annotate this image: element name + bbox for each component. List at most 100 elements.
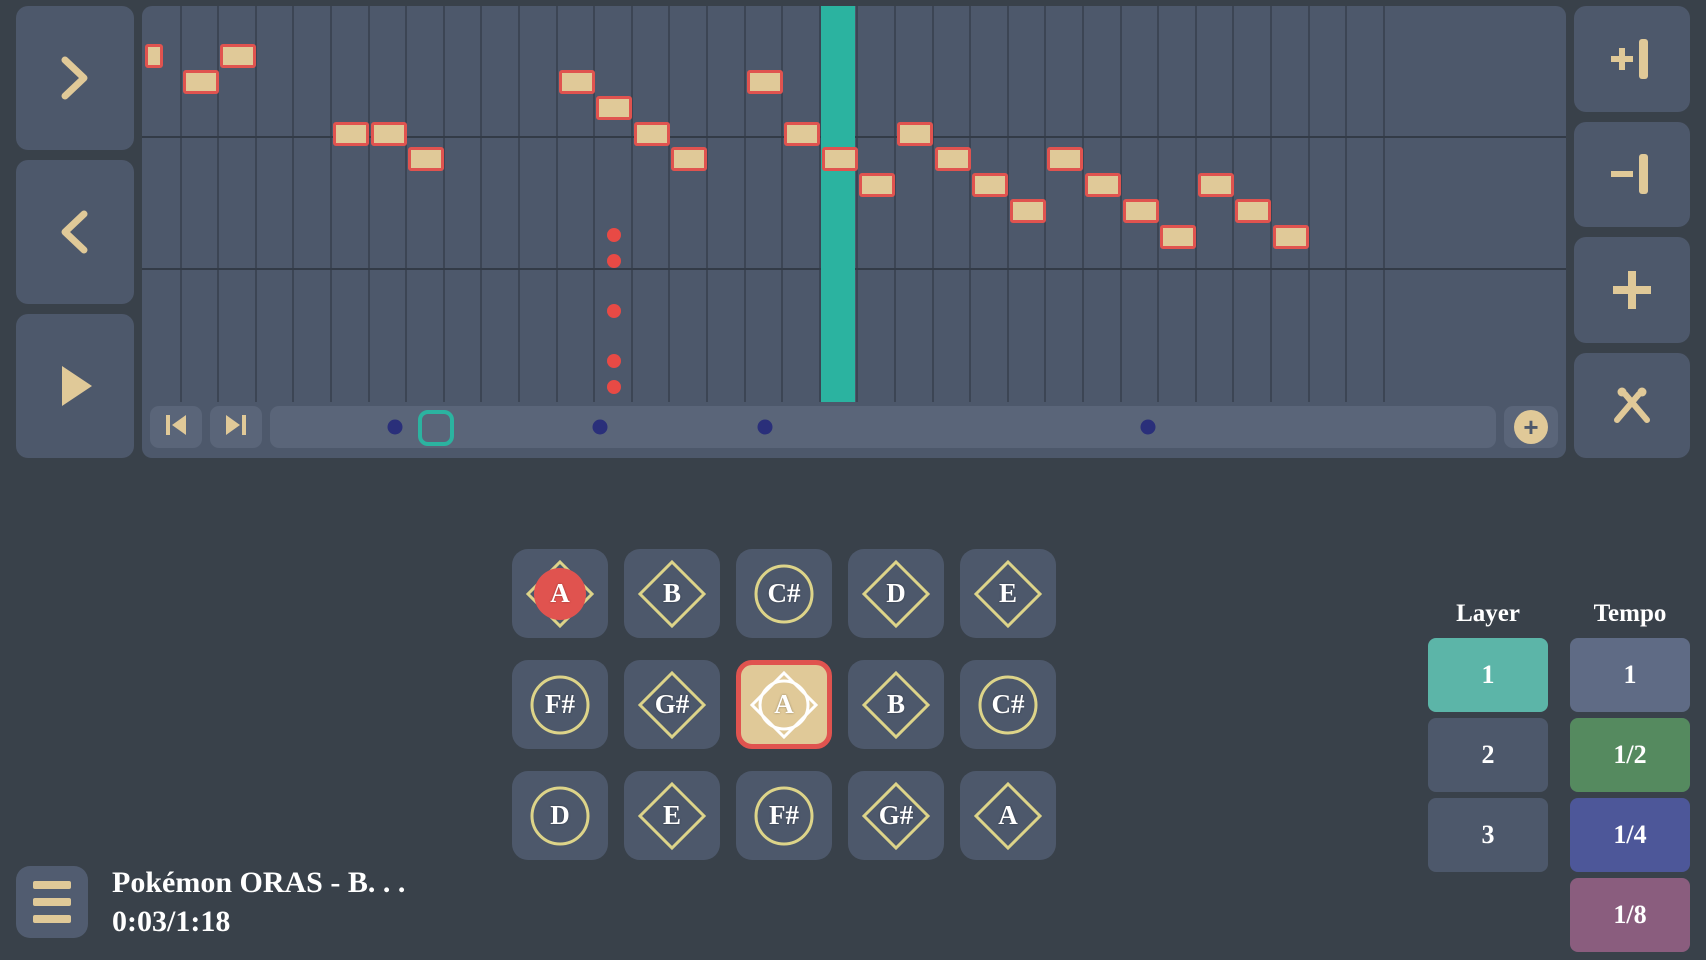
tempo-option-label: 1/8 bbox=[1613, 900, 1647, 929]
timeline-scrubber[interactable] bbox=[270, 406, 1496, 448]
grid-column-line bbox=[330, 6, 332, 402]
grid-dot[interactable] bbox=[607, 354, 622, 368]
pad-label: G# bbox=[878, 800, 914, 830]
note-pad-gsharp-6[interactable]: G# bbox=[624, 660, 720, 749]
note-pad-a-0[interactable]: A bbox=[512, 549, 608, 638]
timeline-marker[interactable] bbox=[1140, 419, 1156, 435]
diamond-icon bbox=[861, 559, 931, 628]
grid-note[interactable] bbox=[972, 173, 1009, 197]
layer-option-3[interactable]: 3 bbox=[1428, 798, 1548, 872]
note-pad-gsharp-13[interactable]: G# bbox=[848, 771, 944, 860]
note-grid[interactable] bbox=[142, 6, 1566, 402]
skip-to-start-button[interactable] bbox=[150, 406, 202, 448]
note-pad-d-10[interactable]: D bbox=[512, 771, 608, 860]
grid-note[interactable] bbox=[1009, 199, 1046, 223]
footer-bar: Pokémon ORAS - B. . . 0:03/1:18 bbox=[16, 863, 405, 942]
grid-note[interactable] bbox=[1047, 147, 1084, 171]
tempo-column: Tempo 1 1/2 1/4 1/8 bbox=[1570, 600, 1690, 958]
pad-label: B bbox=[886, 689, 905, 719]
grid-note[interactable] bbox=[821, 147, 858, 171]
note-pad-csharp-2[interactable]: C# bbox=[736, 549, 832, 638]
grid-dot[interactable] bbox=[607, 254, 622, 268]
grid-note[interactable] bbox=[408, 147, 445, 171]
grid-note[interactable] bbox=[1273, 225, 1309, 249]
grid-note[interactable] bbox=[333, 122, 369, 146]
grid-note[interactable] bbox=[1197, 173, 1234, 197]
layer-option-label: 3 bbox=[1481, 820, 1495, 849]
note-pad-fsharp-12[interactable]: F# bbox=[736, 771, 832, 860]
grid-dot[interactable] bbox=[607, 380, 622, 394]
skip-back-icon bbox=[162, 411, 190, 444]
grid-note[interactable] bbox=[220, 44, 257, 68]
layer-option-2[interactable]: 2 bbox=[1428, 718, 1548, 792]
add-bar-button[interactable] bbox=[1574, 6, 1690, 112]
remove-bar-button[interactable] bbox=[1574, 121, 1690, 227]
grid-note[interactable] bbox=[633, 122, 670, 146]
add-section-button[interactable]: + bbox=[1504, 406, 1558, 448]
skip-to-end-button[interactable] bbox=[210, 406, 262, 448]
tempo-option-1-2[interactable]: 1/2 bbox=[1570, 718, 1690, 792]
timeline-cursor[interactable] bbox=[418, 410, 454, 446]
scroll-left-button[interactable] bbox=[16, 160, 134, 304]
pad-label: E bbox=[662, 800, 681, 830]
grid-note[interactable] bbox=[1085, 173, 1121, 197]
plus-circle-icon: + bbox=[1514, 410, 1548, 444]
diamond-icon bbox=[973, 559, 1043, 628]
tempo-items[interactable]: 1 1/2 1/4 1/8 bbox=[1570, 638, 1690, 958]
timeline-marker[interactable] bbox=[592, 419, 608, 435]
grid-note[interactable] bbox=[1160, 225, 1197, 249]
grid-note[interactable] bbox=[370, 122, 407, 146]
playhead[interactable] bbox=[820, 6, 855, 402]
grid-dot[interactable] bbox=[607, 304, 622, 318]
pad-label: B bbox=[662, 578, 681, 608]
grid-note[interactable] bbox=[746, 70, 783, 94]
tempo-option-1-4[interactable]: 1/4 bbox=[1570, 798, 1690, 872]
pad-label: F# bbox=[769, 800, 799, 830]
track-time: 0:03/1:18 bbox=[112, 905, 231, 939]
diamond-icon bbox=[637, 781, 707, 850]
grid-note[interactable] bbox=[934, 147, 971, 171]
pad-label: D bbox=[550, 800, 570, 830]
note-pad-fsharp-5[interactable]: F# bbox=[512, 660, 608, 749]
layer-items[interactable]: 1 2 3 bbox=[1428, 638, 1548, 878]
grid-note[interactable] bbox=[596, 96, 633, 120]
note-pad-csharp-9[interactable]: C# bbox=[960, 660, 1056, 749]
note-pad-a-14[interactable]: A bbox=[960, 771, 1056, 860]
note-pad-b-8[interactable]: B bbox=[848, 660, 944, 749]
grid-note[interactable] bbox=[1122, 199, 1159, 223]
timeline-marker[interactable] bbox=[387, 419, 403, 435]
note-pad-e-4[interactable]: E bbox=[960, 549, 1056, 638]
tools-button[interactable] bbox=[1574, 352, 1690, 458]
grid-note[interactable] bbox=[145, 44, 163, 68]
scroll-right-button[interactable] bbox=[16, 6, 134, 150]
grid-dot[interactable] bbox=[607, 228, 622, 242]
note-pad-d-3[interactable]: D bbox=[848, 549, 944, 638]
note-pad-b-1[interactable]: B bbox=[624, 549, 720, 638]
add-button[interactable] bbox=[1574, 237, 1690, 343]
editor-area: + bbox=[16, 6, 1690, 458]
grid-column-line bbox=[442, 6, 445, 402]
grid-note[interactable] bbox=[1235, 199, 1272, 223]
track-title: Pokémon ORAS - B. . . bbox=[112, 865, 406, 899]
tempo-option-1[interactable]: 1 bbox=[1570, 638, 1690, 712]
grid-note[interactable] bbox=[897, 122, 933, 146]
grid-note[interactable] bbox=[859, 173, 896, 197]
grid-note[interactable] bbox=[182, 70, 219, 94]
menu-button[interactable] bbox=[16, 866, 88, 939]
tempo-option-label: 1/2 bbox=[1613, 740, 1647, 769]
tempo-option-1-8[interactable]: 1/8 bbox=[1570, 878, 1690, 952]
minus-bar-icon bbox=[1605, 146, 1659, 202]
grid-column-line bbox=[630, 6, 633, 402]
grid-note[interactable] bbox=[671, 147, 708, 171]
layer-option-label: 2 bbox=[1481, 740, 1495, 769]
grid-note[interactable] bbox=[784, 122, 821, 146]
note-pad-grid[interactable]: A B C# D E F# G# A B C# D E F# G# A bbox=[512, 549, 1056, 860]
diamond-icon bbox=[973, 781, 1043, 850]
note-pad-e-11[interactable]: E bbox=[624, 771, 720, 860]
note-pad-a-7[interactable]: A bbox=[736, 660, 832, 749]
timeline-marker[interactable] bbox=[757, 419, 773, 435]
grid-note[interactable] bbox=[558, 70, 595, 94]
layer-option-1[interactable]: 1 bbox=[1428, 638, 1548, 712]
play-button[interactable] bbox=[16, 314, 134, 458]
piano-roll[interactable]: + bbox=[142, 6, 1566, 458]
